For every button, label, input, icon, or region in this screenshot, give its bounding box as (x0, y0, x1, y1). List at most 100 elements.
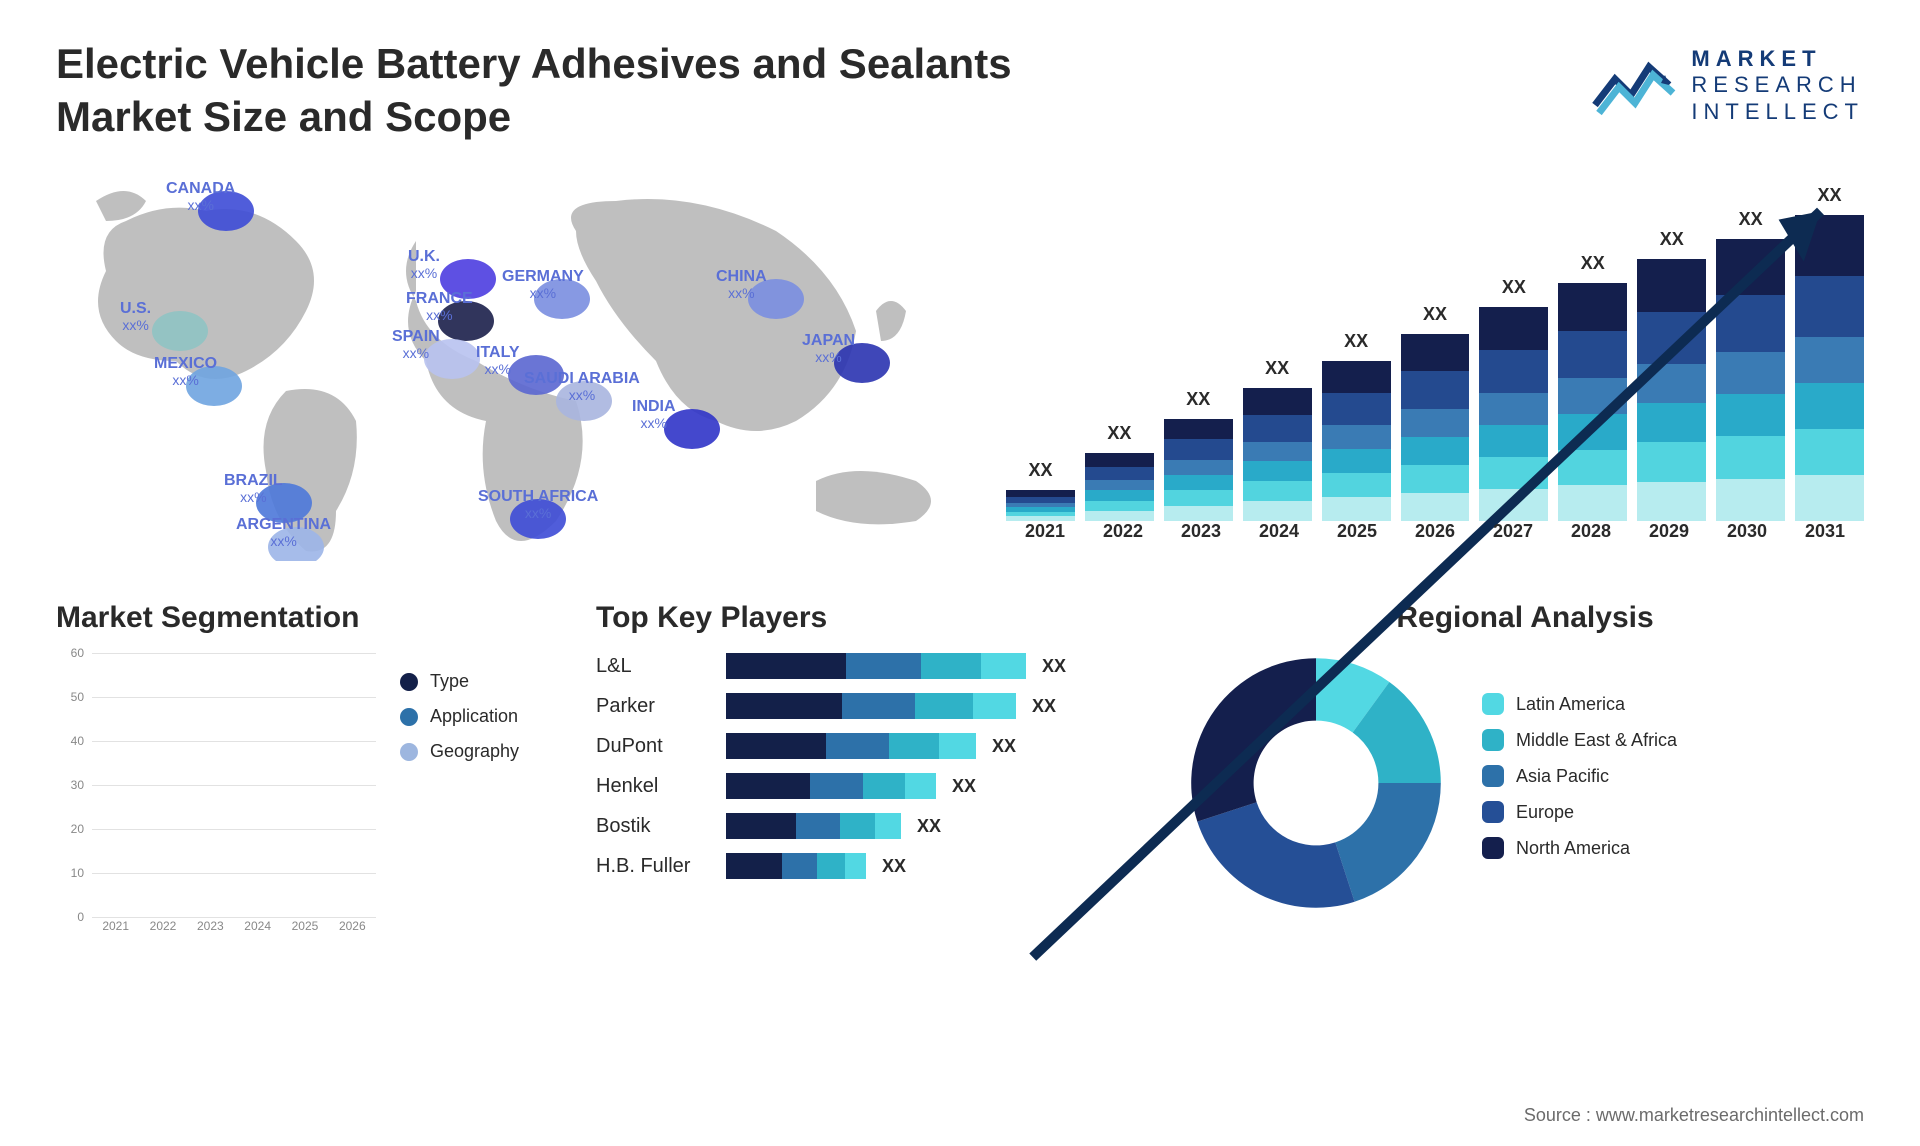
map-label: FRANCExx% (406, 291, 473, 322)
y-tick-label: 20 (71, 822, 84, 836)
growth-chart-panel: XXXXXXXXXXXXXXXXXXXXXX 20212022202320242… (1006, 161, 1864, 561)
growth-bar-segment (1637, 482, 1706, 521)
growth-bar-segment (1558, 331, 1627, 379)
map-country-name: INDIA (632, 398, 676, 415)
growth-bar: XX (1164, 419, 1233, 521)
regional-panel: Latin AmericaMiddle East & AfricaAsia Pa… (1186, 653, 1864, 913)
growth-bar: XX (1479, 307, 1548, 521)
player-value: XX (1032, 696, 1056, 717)
growth-bar-segment (1637, 259, 1706, 311)
growth-bar-segment (1085, 467, 1154, 481)
growth-bar-label: XX (1716, 209, 1785, 230)
y-tick-label: 50 (71, 690, 84, 704)
player-bar-segment (726, 733, 826, 759)
growth-year-label: 2028 (1552, 521, 1630, 561)
map-label: U.K.xx% (408, 249, 440, 280)
player-bar (726, 773, 936, 799)
growth-year-label: 2026 (1396, 521, 1474, 561)
map-country-name: JAPAN (802, 332, 855, 349)
growth-bar-segment (1164, 475, 1233, 490)
player-bar-segment (981, 653, 1026, 679)
y-tick-label: 30 (71, 778, 84, 792)
player-bar-segment (782, 853, 817, 879)
legend-item: Type (400, 671, 519, 692)
growth-year-label: 2030 (1708, 521, 1786, 561)
legend-item: Application (400, 706, 519, 727)
map-country-name: CHINA (716, 268, 767, 285)
player-bar (726, 693, 1016, 719)
player-name: DuPont (596, 735, 726, 758)
growth-bar-segment (1795, 429, 1864, 475)
donut-segment (1197, 802, 1354, 908)
player-name: H.B. Fuller (596, 855, 726, 878)
segmentation-y-labels: 0102030405060 (56, 653, 88, 917)
growth-bar: XX (1243, 388, 1312, 521)
map-country-name: ITALY (476, 344, 520, 361)
growth-bar-segment (1479, 489, 1548, 521)
growth-stage: XXXXXXXXXXXXXXXXXXXXXX (1006, 161, 1864, 521)
brand-logo: MARKET RESEARCH INTELLECT (1591, 38, 1864, 125)
x-tick-label: 2022 (139, 919, 186, 943)
growth-bar-segment (1479, 350, 1548, 393)
player-row: L&LXX (596, 653, 1156, 679)
donut-segment (1335, 783, 1441, 902)
header: Electric Vehicle Battery Adhesives and S… (56, 38, 1864, 143)
growth-bar: XX (1085, 453, 1154, 521)
players-heading: Top Key Players (596, 601, 1156, 635)
map-label: MEXICOxx% (154, 356, 217, 387)
growth-bar: XX (1401, 334, 1470, 521)
growth-bar-segment (1401, 371, 1470, 408)
growth-bar-label: XX (1558, 253, 1627, 274)
segmentation-heading: Market Segmentation (56, 601, 566, 635)
growth-bar-segment (1322, 473, 1391, 497)
growth-bar-segment (1085, 501, 1154, 511)
player-bar-segment (973, 693, 1017, 719)
growth-bar-segment (1637, 442, 1706, 481)
growth-bar-segment (1401, 493, 1470, 521)
growth-bar-segment (1795, 383, 1864, 429)
growth-bar-segment (1795, 475, 1864, 521)
legend-swatch-icon (1482, 693, 1504, 715)
growth-bar-segment (1164, 490, 1233, 505)
growth-bar-segment (1479, 393, 1548, 425)
player-name: L&L (596, 655, 726, 678)
y-tick-label: 40 (71, 734, 84, 748)
player-name: Parker (596, 695, 726, 718)
map-country-name: BRAZIL (224, 472, 283, 489)
segmentation-bars (92, 653, 376, 917)
player-row: Parker XX (596, 693, 1156, 719)
growth-bar-segment (1795, 276, 1864, 337)
map-country-pct: xx% (716, 286, 767, 301)
legend-label: Application (430, 706, 518, 727)
growth-bar-segment (1479, 425, 1548, 457)
player-name: Henkel (596, 775, 726, 798)
growth-bar-segment (1558, 414, 1627, 450)
growth-bar: XX (1716, 239, 1785, 521)
map-country-pct: xx% (632, 416, 676, 431)
y-tick-label: 0 (77, 910, 84, 924)
map-country-name: CANADA (166, 180, 235, 197)
map-country-pct: xx% (120, 318, 151, 333)
growth-bar-label: XX (1243, 358, 1312, 379)
growth-bar-segment (1716, 436, 1785, 478)
growth-bar-segment (1795, 337, 1864, 383)
growth-year-label: 2025 (1318, 521, 1396, 561)
player-bar-segment (726, 773, 810, 799)
map-country-name: FRANCE (406, 290, 473, 307)
grid-line (92, 917, 376, 918)
map-label: SPAINxx% (392, 329, 440, 360)
y-tick-label: 10 (71, 866, 84, 880)
growth-bar-segment (1085, 511, 1154, 521)
player-bar-segment (817, 853, 845, 879)
growth-bar-segment (1795, 215, 1864, 276)
player-bar (726, 653, 1026, 679)
player-bar-segment (726, 813, 796, 839)
map-label: CANADAxx% (166, 181, 235, 212)
growth-bar-label: XX (1322, 331, 1391, 352)
map-label: INDIAxx% (632, 399, 676, 430)
map-country-pct: xx% (224, 490, 283, 505)
player-bar-segment (846, 653, 921, 679)
segmentation-section: Market Segmentation 0102030405060 202120… (56, 601, 566, 943)
page-title: Electric Vehicle Battery Adhesives and S… (56, 38, 1086, 143)
growth-bar-segment (1637, 312, 1706, 364)
